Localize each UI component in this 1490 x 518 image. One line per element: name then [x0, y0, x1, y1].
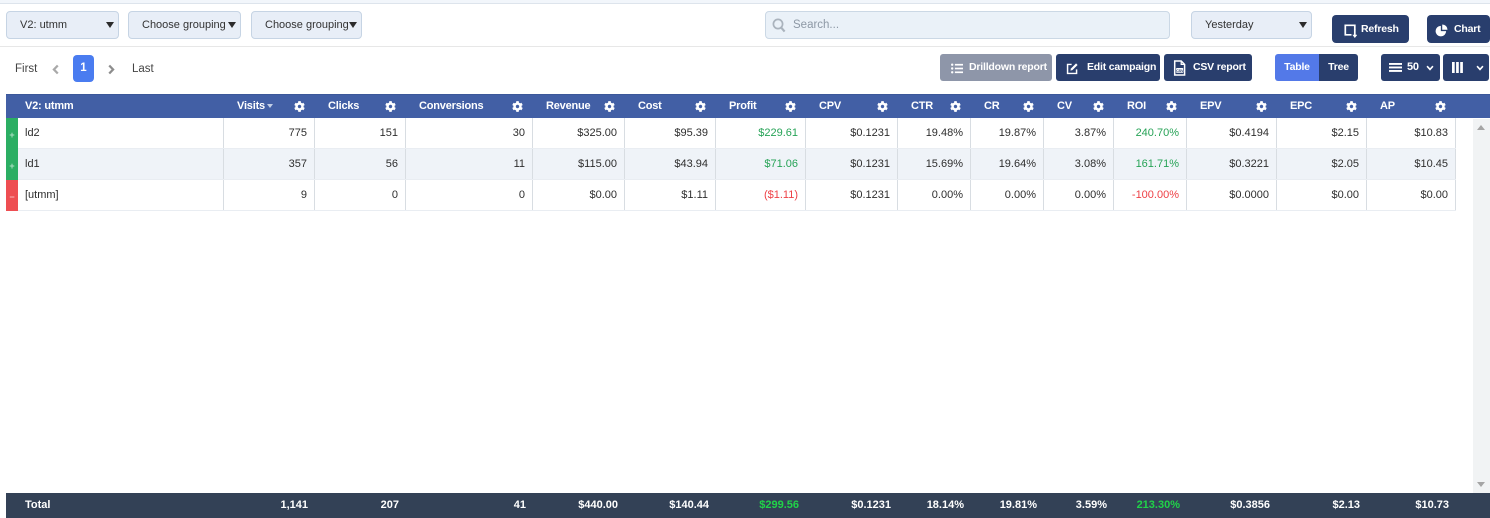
- svg-text:CSV: CSV: [1176, 69, 1184, 73]
